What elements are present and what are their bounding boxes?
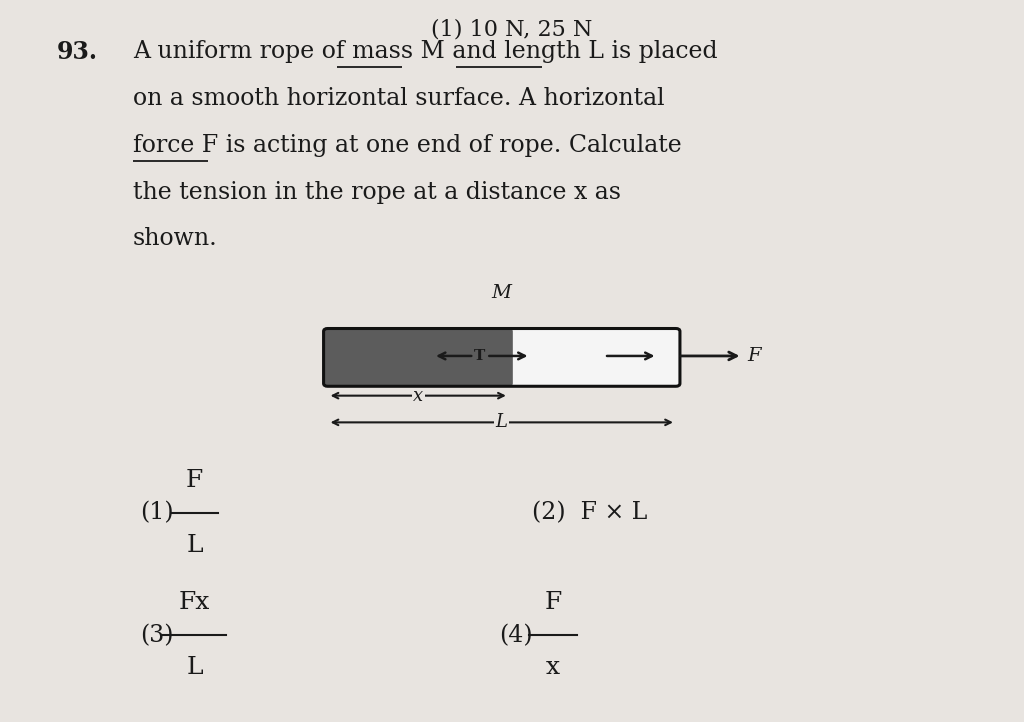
Text: (4): (4): [499, 624, 532, 647]
Text: L: L: [186, 534, 203, 557]
Text: Fx: Fx: [179, 591, 210, 614]
FancyBboxPatch shape: [324, 329, 513, 386]
Text: L: L: [496, 414, 508, 431]
Text: x: x: [413, 387, 423, 404]
Text: force F is acting at one end of rope. Calculate: force F is acting at one end of rope. Ca…: [133, 134, 682, 157]
Text: A uniform rope of mass M and length L is placed: A uniform rope of mass M and length L is…: [133, 40, 718, 63]
Text: F: F: [186, 469, 203, 492]
Text: (1) 10 N, 25 N: (1) 10 N, 25 N: [431, 18, 593, 40]
Text: 93.: 93.: [56, 40, 97, 64]
Text: x: x: [546, 656, 560, 679]
Text: (1): (1): [140, 501, 174, 524]
Text: shown.: shown.: [133, 227, 218, 251]
Text: (2)  F × L: (2) F × L: [532, 501, 648, 524]
Text: L: L: [186, 656, 203, 679]
FancyBboxPatch shape: [502, 329, 680, 386]
Text: M: M: [492, 284, 512, 302]
Text: the tension in the rope at a distance x as: the tension in the rope at a distance x …: [133, 180, 622, 204]
Text: on a smooth horizontal surface. A horizontal: on a smooth horizontal surface. A horizo…: [133, 87, 665, 110]
Text: T: T: [474, 349, 484, 363]
Text: F: F: [545, 591, 561, 614]
Text: (3): (3): [140, 624, 174, 647]
Text: F: F: [748, 347, 761, 365]
